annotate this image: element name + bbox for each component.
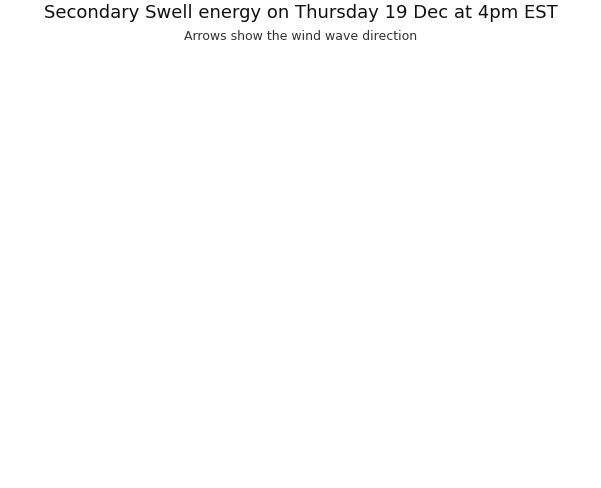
Text: Map requires cartopy: Map requires cartopy bbox=[212, 258, 389, 276]
Text: Arrows show the wind wave direction: Arrows show the wind wave direction bbox=[184, 30, 417, 43]
Text: Secondary Swell energy on Thursday 19 Dec at 4pm EST: Secondary Swell energy on Thursday 19 De… bbox=[44, 4, 557, 22]
